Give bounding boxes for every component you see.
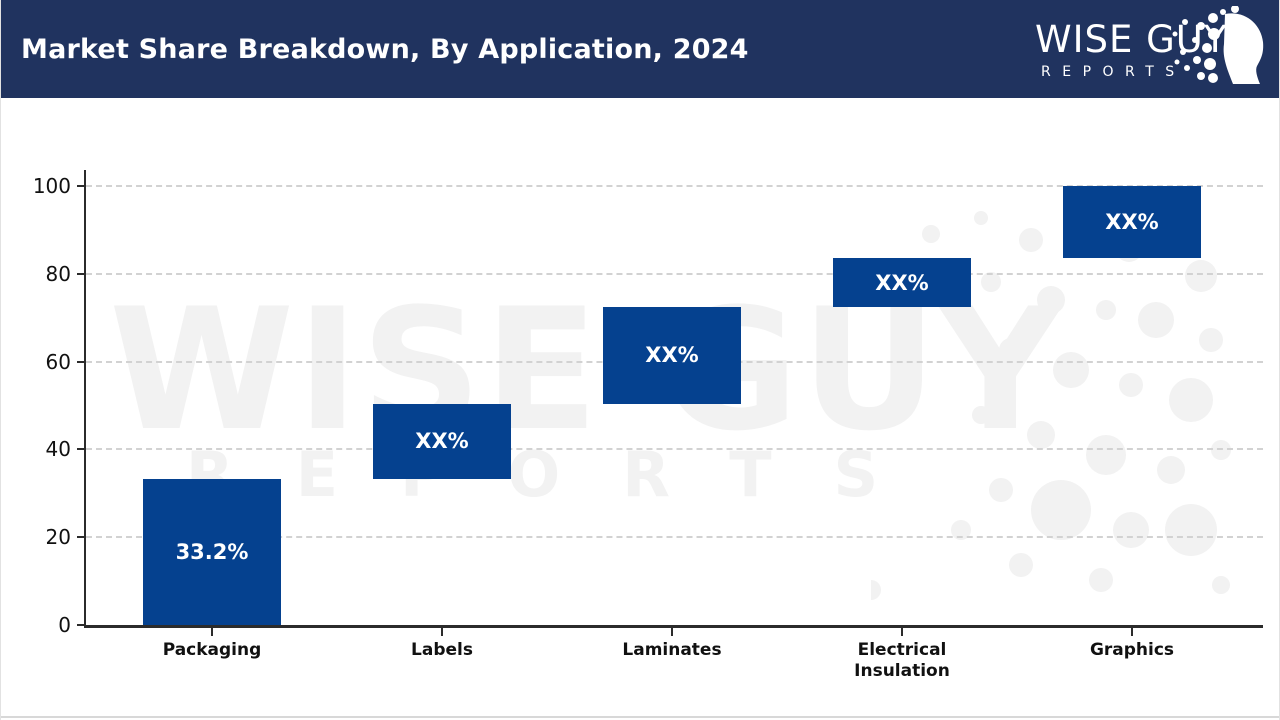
wise-guy-reports-logo-icon: WISE GUY REPORTS bbox=[1035, 6, 1264, 84]
y-tick-label-80: 80 bbox=[45, 261, 71, 286]
x-category-label-packaging: Packaging bbox=[162, 640, 262, 660]
y-tick-80 bbox=[77, 272, 86, 275]
bar-packaging: 33.2% bbox=[143, 479, 281, 625]
x-tick-electrical-insulation bbox=[901, 627, 903, 636]
bar-laminates: XX% bbox=[603, 307, 741, 404]
page-title: Market Share Breakdown, By Application, … bbox=[21, 33, 749, 65]
y-tick-60 bbox=[77, 360, 86, 363]
y-axis bbox=[84, 170, 86, 627]
header-bar: Market Share Breakdown, By Application, … bbox=[1, 0, 1279, 98]
gridline-20 bbox=[86, 536, 1263, 539]
y-tick-label-60: 60 bbox=[45, 349, 71, 374]
y-tick-0 bbox=[77, 624, 86, 626]
x-tick-packaging bbox=[211, 627, 213, 636]
y-tick-label-0: 0 bbox=[58, 613, 71, 637]
bar-value-label-labels: XX% bbox=[415, 429, 469, 454]
bar-electrical-insulation: XX% bbox=[833, 257, 971, 308]
y-tick-100 bbox=[77, 185, 86, 187]
x-category-label-labels: Labels bbox=[411, 640, 473, 660]
x-category-label-electrical-insulation: Electrical Insulation bbox=[854, 640, 950, 682]
x-category-label-graphics: Graphics bbox=[1089, 640, 1175, 660]
logo-text-line2: REPORTS bbox=[1041, 64, 1186, 80]
x-tick-graphics bbox=[1131, 627, 1133, 636]
x-category-label-laminates: Laminates bbox=[622, 640, 722, 660]
bar-labels: XX% bbox=[373, 403, 511, 480]
bottom-divider bbox=[1, 716, 1279, 718]
bar-value-label-electrical-insulation: XX% bbox=[875, 270, 929, 295]
bar-value-label-laminates: XX% bbox=[645, 343, 699, 368]
plot-area: 0 20 40 60 80 100 33.2% Packaging XX% Labels XX% La… bbox=[1, 98, 1279, 718]
bar-graphics: XX% bbox=[1063, 186, 1201, 258]
bar-value-label-packaging: 33.2% bbox=[175, 540, 249, 565]
x-axis bbox=[84, 625, 1263, 628]
y-tick-40 bbox=[77, 448, 86, 451]
gridline-40 bbox=[86, 448, 1263, 451]
gridline-100 bbox=[86, 185, 1263, 187]
gridline-80 bbox=[86, 272, 1263, 275]
x-tick-labels bbox=[441, 627, 443, 636]
brand-logo: WISE GUY REPORTS bbox=[1017, 6, 1267, 92]
bar-value-label-graphics: XX% bbox=[1105, 209, 1159, 234]
y-tick-label-20: 20 bbox=[45, 525, 71, 550]
x-tick-laminates bbox=[671, 627, 673, 636]
logo-dotted-head-icon bbox=[1172, 6, 1264, 84]
y-tick-label-100: 100 bbox=[32, 174, 71, 198]
y-tick-20 bbox=[77, 536, 86, 539]
y-tick-label-40: 40 bbox=[45, 437, 71, 462]
